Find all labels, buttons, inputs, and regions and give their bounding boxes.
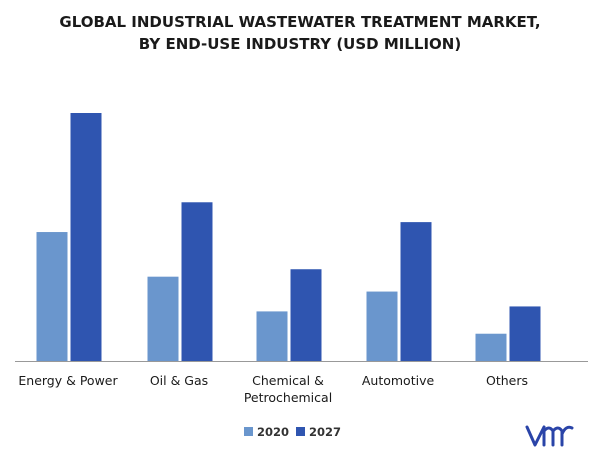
bars [36, 113, 541, 361]
bar-2020-0 [36, 232, 68, 361]
chart-title-line: GLOBAL INDUSTRIAL WASTEWATER TREATMENT M… [59, 13, 540, 31]
category-label: Energy & Power [18, 373, 118, 388]
category-label: Automotive [362, 373, 435, 388]
category-label: Petrochemical [244, 390, 332, 405]
bar-2020-4 [475, 333, 507, 361]
legend-swatch-2027 [296, 427, 305, 436]
chart-title: GLOBAL INDUSTRIAL WASTEWATER TREATMENT M… [59, 13, 540, 53]
category-label: Others [486, 373, 528, 388]
logo-mark [525, 425, 574, 447]
legend-label-2020: 2020 [257, 425, 289, 439]
bar-2027-2 [290, 269, 322, 361]
bar-2027-4 [509, 306, 541, 361]
bar-2020-3 [366, 291, 398, 361]
legend-label-2027: 2027 [309, 425, 341, 439]
legend: 2020 2027 [244, 425, 341, 439]
category-labels: Energy & Power Oil & Gas Chemical & Petroch… [18, 373, 528, 405]
legend-swatch-2020 [244, 427, 253, 436]
chart-title-line: BY END-USE INDUSTRY (USD MILLION) [139, 35, 461, 53]
bar-2027-3 [400, 222, 432, 361]
bar-2020-2 [256, 311, 288, 361]
category-label: Oil & Gas [150, 373, 208, 388]
category-label: Chemical & [252, 373, 324, 388]
mrfr-logo-icon [525, 425, 574, 447]
bar-2027-0 [70, 113, 102, 361]
bar-2027-1 [181, 202, 213, 361]
bar-2020-1 [147, 276, 179, 361]
